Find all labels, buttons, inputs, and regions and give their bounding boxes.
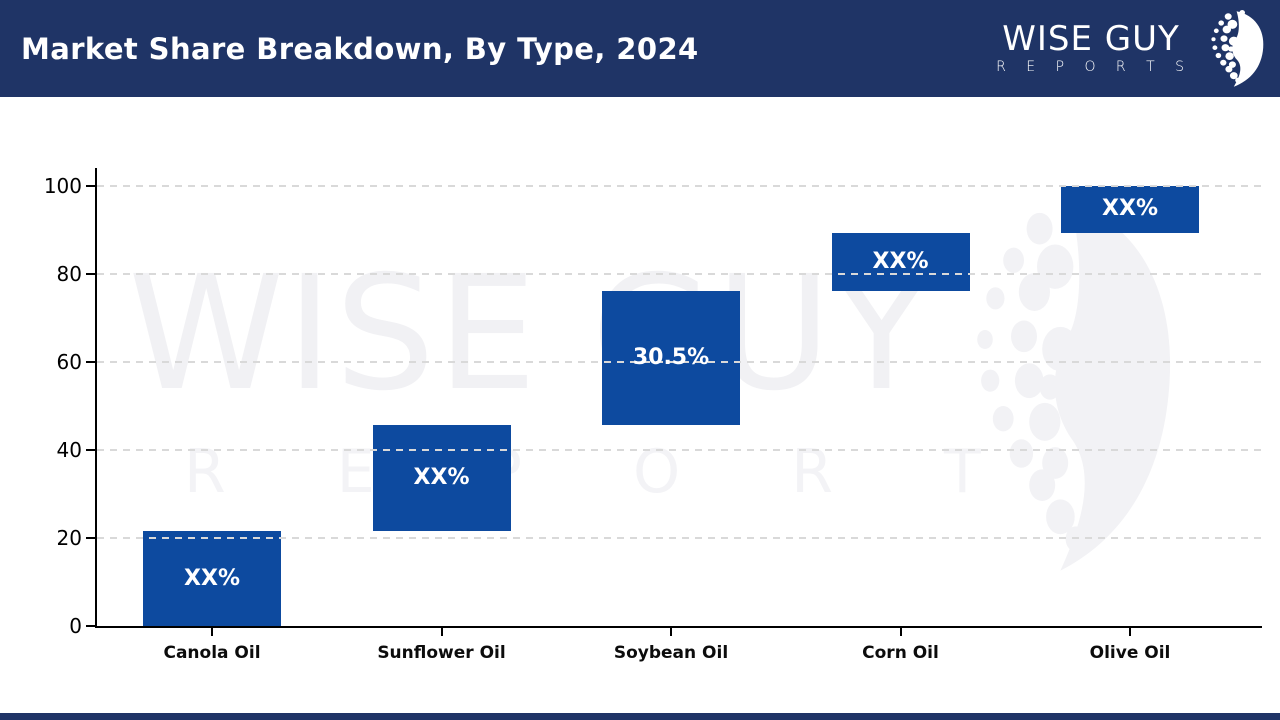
x-tick-label: Corn Oil <box>862 643 939 663</box>
logo-face-icon <box>1211 9 1264 87</box>
x-tick <box>211 628 213 636</box>
y-tick <box>86 625 95 627</box>
gridline <box>97 449 1262 451</box>
x-tick-label: Sunflower Oil <box>377 643 506 663</box>
x-tick-label: Olive Oil <box>1089 643 1171 663</box>
gridline <box>97 537 1262 539</box>
x-tick <box>670 628 672 636</box>
footer-bar <box>0 713 1280 720</box>
bar <box>602 290 740 425</box>
gridline <box>97 273 1262 275</box>
y-tick <box>86 185 95 187</box>
logo-wordmark: WISE GUY R E P O R T S <box>990 18 1192 76</box>
x-axis-spine <box>95 626 1262 628</box>
y-tick-label: 60 <box>56 350 82 374</box>
bar <box>372 424 511 532</box>
logo-wordmark-line1: WISE GUY <box>1002 18 1180 59</box>
y-tick-label: 100 <box>43 174 82 198</box>
y-tick <box>86 449 95 451</box>
y-tick-label: 20 <box>56 526 82 550</box>
y-tick-label: 0 <box>69 614 82 638</box>
watermark-reports: R E P O R T S <box>184 437 1176 507</box>
y-tick-label: 40 <box>56 438 82 462</box>
x-tick <box>1129 628 1131 636</box>
header: Market Share Breakdown, By Type, 2024 WI… <box>0 0 1280 97</box>
gridline <box>97 185 1262 187</box>
watermark-text: WISE GUY <box>128 242 932 426</box>
bar-value-label: XX% <box>872 248 929 274</box>
bar-value-label: XX% <box>1102 196 1158 222</box>
y-tick <box>86 537 95 539</box>
bar <box>1061 186 1199 233</box>
plot-area: WISE GUY R E P O R T S 0 20 40 60 80 100 Canol… <box>0 97 1280 713</box>
y-tick <box>86 273 95 275</box>
bar-value-label: XX% <box>184 565 240 591</box>
watermark-face-icon <box>977 197 1171 571</box>
bar <box>143 531 281 626</box>
y-tick <box>86 361 95 363</box>
bar-value-label: 30.5% <box>632 344 710 370</box>
y-tick-label: 80 <box>56 262 82 286</box>
logo: WISE GUY R E P O R T S <box>990 9 1280 88</box>
y-axis-spine <box>95 168 97 628</box>
x-tick <box>440 628 443 636</box>
page-title: Market Share Breakdown, By Type, 2024 <box>21 31 699 66</box>
x-tick-label: Soybean Oil <box>613 643 729 663</box>
bar <box>831 232 970 291</box>
bar-value-label: XX% <box>413 465 470 491</box>
x-tick-label: Canola Oil <box>163 643 261 663</box>
x-tick <box>899 628 902 636</box>
logo-wordmark-line2: R E P O R T S <box>996 59 1192 76</box>
gridline <box>97 361 1262 363</box>
